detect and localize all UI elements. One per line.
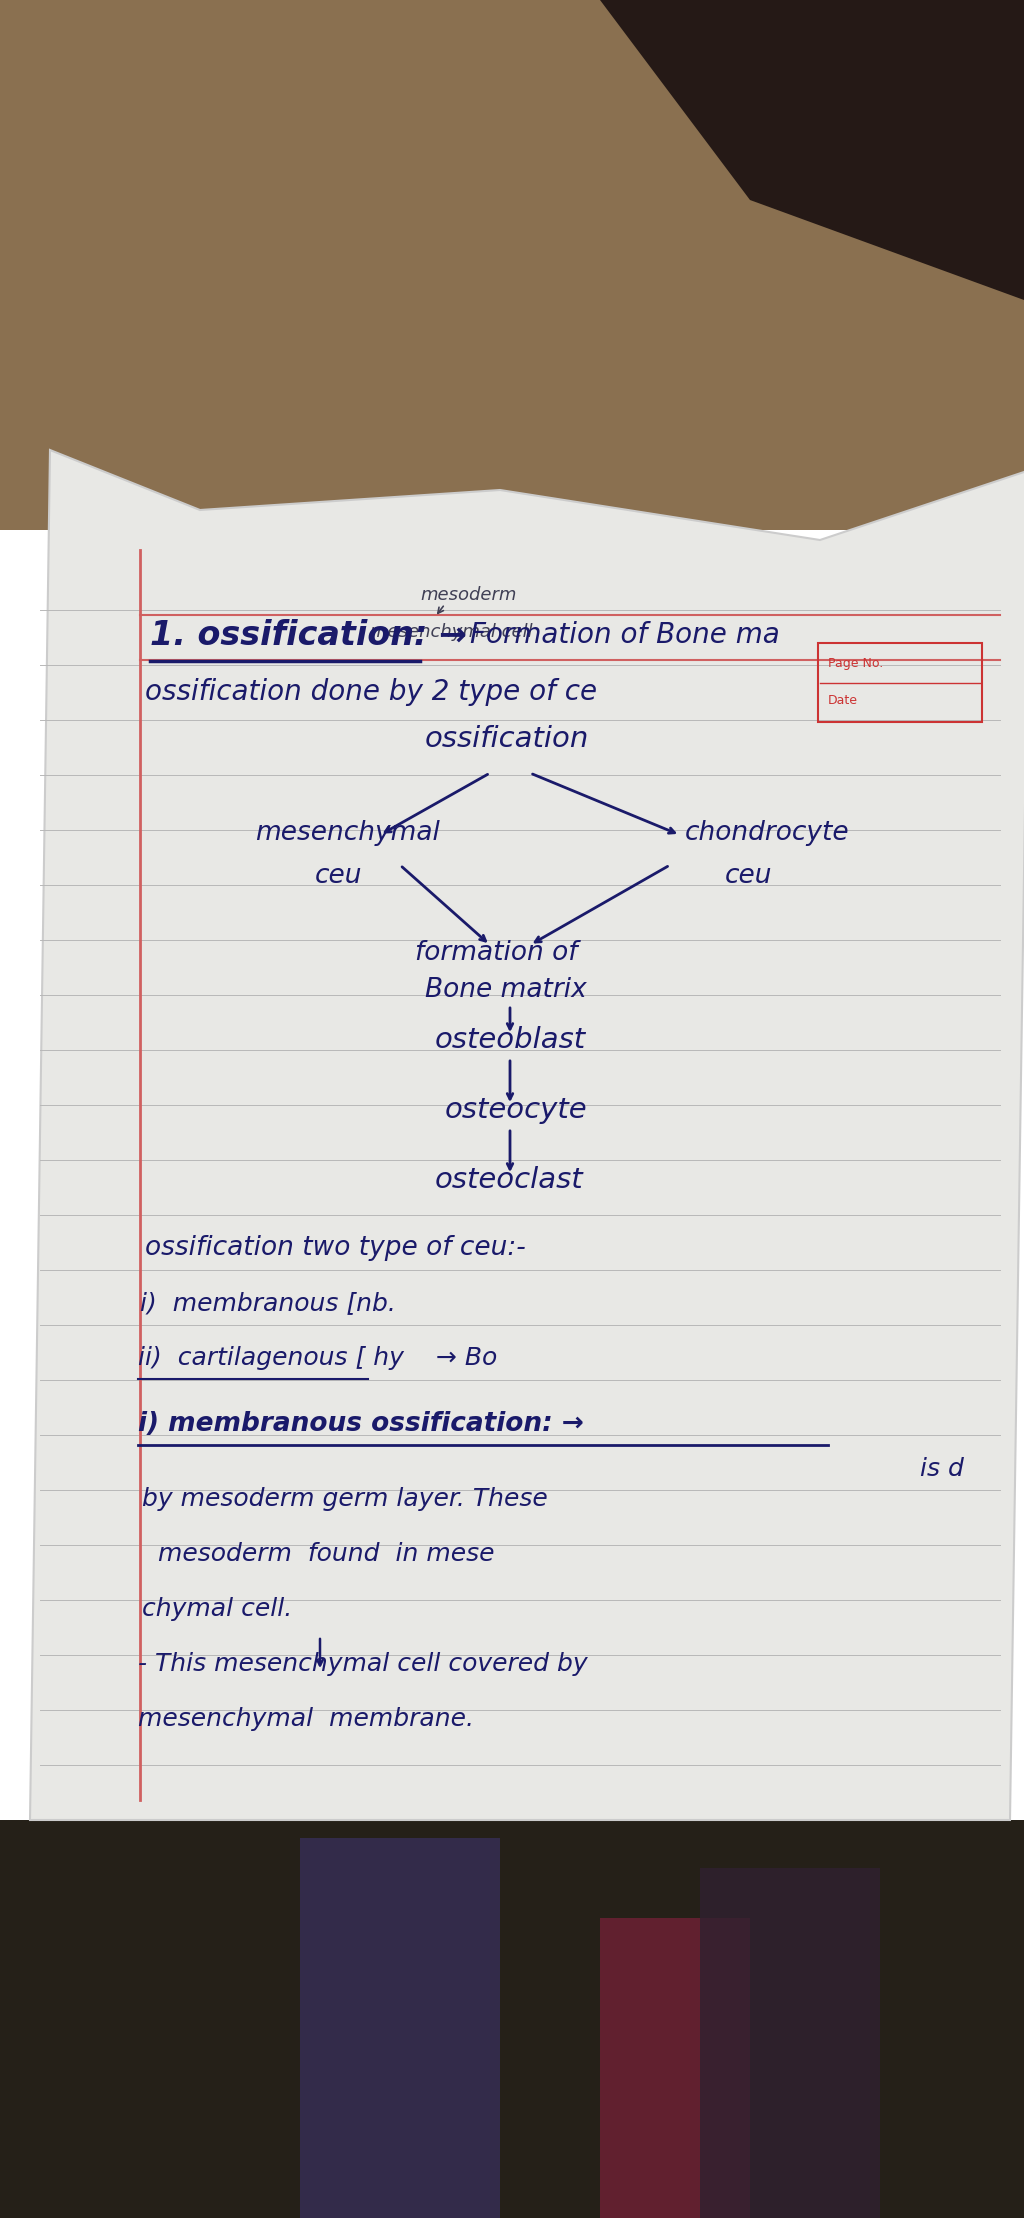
Bar	[600, 1919, 750, 2218]
Text: chondrocyte: chondrocyte	[685, 821, 850, 845]
Text: is d: is d	[920, 1457, 964, 1482]
Text: Page No.: Page No.	[828, 657, 884, 670]
Text: Date: Date	[828, 694, 858, 708]
Text: ossification done by 2 type of ce: ossification done by 2 type of ce	[145, 679, 597, 705]
Text: mesenchymal cell: mesenchymal cell	[370, 623, 532, 641]
Text: ii)  cartilagenous [ hy    → Bo: ii) cartilagenous [ hy → Bo	[138, 1346, 498, 1371]
Text: ceu: ceu	[315, 863, 362, 889]
Text: mesoderm: mesoderm	[420, 586, 516, 603]
Text: ossification: ossification	[425, 725, 590, 752]
Text: osteocyte: osteocyte	[445, 1096, 588, 1125]
Text: by mesoderm germ layer. These: by mesoderm germ layer. These	[142, 1486, 548, 1510]
Text: chymal cell.: chymal cell.	[142, 1597, 292, 1621]
Text: i)  membranous [nb.: i) membranous [nb.	[140, 1291, 396, 1315]
Text: osteoclast: osteoclast	[435, 1167, 584, 1193]
Polygon shape	[600, 0, 1024, 299]
Text: Bone matrix: Bone matrix	[425, 976, 587, 1003]
Text: ceu: ceu	[725, 863, 772, 889]
Bar	[0, 1821, 1024, 2218]
Text: mesenchymal  membrane.: mesenchymal membrane.	[138, 1708, 474, 1730]
Bar	[0, 0, 1024, 530]
Text: mesoderm  found  in mese: mesoderm found in mese	[142, 1542, 495, 1566]
Text: 1. ossification: →: 1. ossification: →	[150, 619, 467, 652]
Text: osteoblast: osteoblast	[435, 1027, 586, 1054]
Text: mesenchymal: mesenchymal	[255, 821, 440, 845]
Bar	[700, 1868, 880, 2218]
Text: i) membranous ossification: →: i) membranous ossification: →	[138, 1411, 584, 1437]
Bar	[300, 1839, 500, 2218]
Text: Formation of Bone ma: Formation of Bone ma	[470, 621, 779, 650]
Polygon shape	[30, 450, 1024, 1821]
Text: ossification two type of ceu:-: ossification two type of ceu:-	[145, 1235, 525, 1262]
Text: formation of: formation of	[415, 940, 578, 967]
Text: - This mesenchymal cell covered by: - This mesenchymal cell covered by	[138, 1652, 588, 1677]
